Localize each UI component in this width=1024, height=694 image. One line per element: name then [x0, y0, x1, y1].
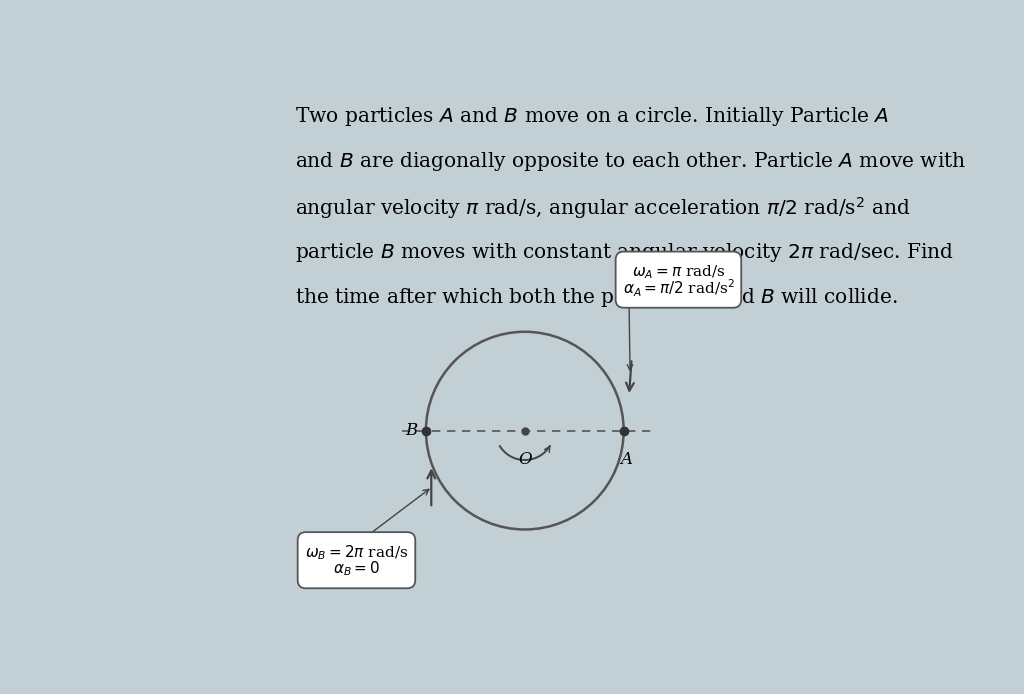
Text: and $B$ are diagonally opposite to each other. Particle $A$ move with: and $B$ are diagonally opposite to each …: [295, 150, 966, 173]
FancyBboxPatch shape: [298, 532, 416, 589]
Text: $\omega_A = \pi$ rad/s: $\omega_A = \pi$ rad/s: [632, 264, 725, 281]
Text: A: A: [621, 451, 633, 468]
Text: Two particles $A$ and $B$ move on a circle. Initially Particle $A$: Two particles $A$ and $B$ move on a circ…: [295, 105, 889, 128]
Text: B: B: [404, 422, 417, 439]
Text: $\alpha_A = \pi/2$ rad/s$^2$: $\alpha_A = \pi/2$ rad/s$^2$: [623, 278, 734, 299]
Text: the time after which both the particles $A$ and $B$ will collide.: the time after which both the particles …: [295, 287, 898, 310]
Text: angular velocity $\pi$ rad/s, angular acceleration $\pi/2$ rad/s$^2$ and: angular velocity $\pi$ rad/s, angular ac…: [295, 196, 910, 221]
Text: particle $B$ moves with constant angular velocity $2\pi$ rad/sec. Find: particle $B$ moves with constant angular…: [295, 241, 954, 264]
Text: $\omega_B = 2\pi$ rad/s: $\omega_B = 2\pi$ rad/s: [305, 543, 409, 562]
FancyBboxPatch shape: [615, 252, 741, 307]
Text: $\alpha_B = 0$: $\alpha_B = 0$: [333, 559, 380, 578]
Text: O: O: [518, 451, 531, 468]
